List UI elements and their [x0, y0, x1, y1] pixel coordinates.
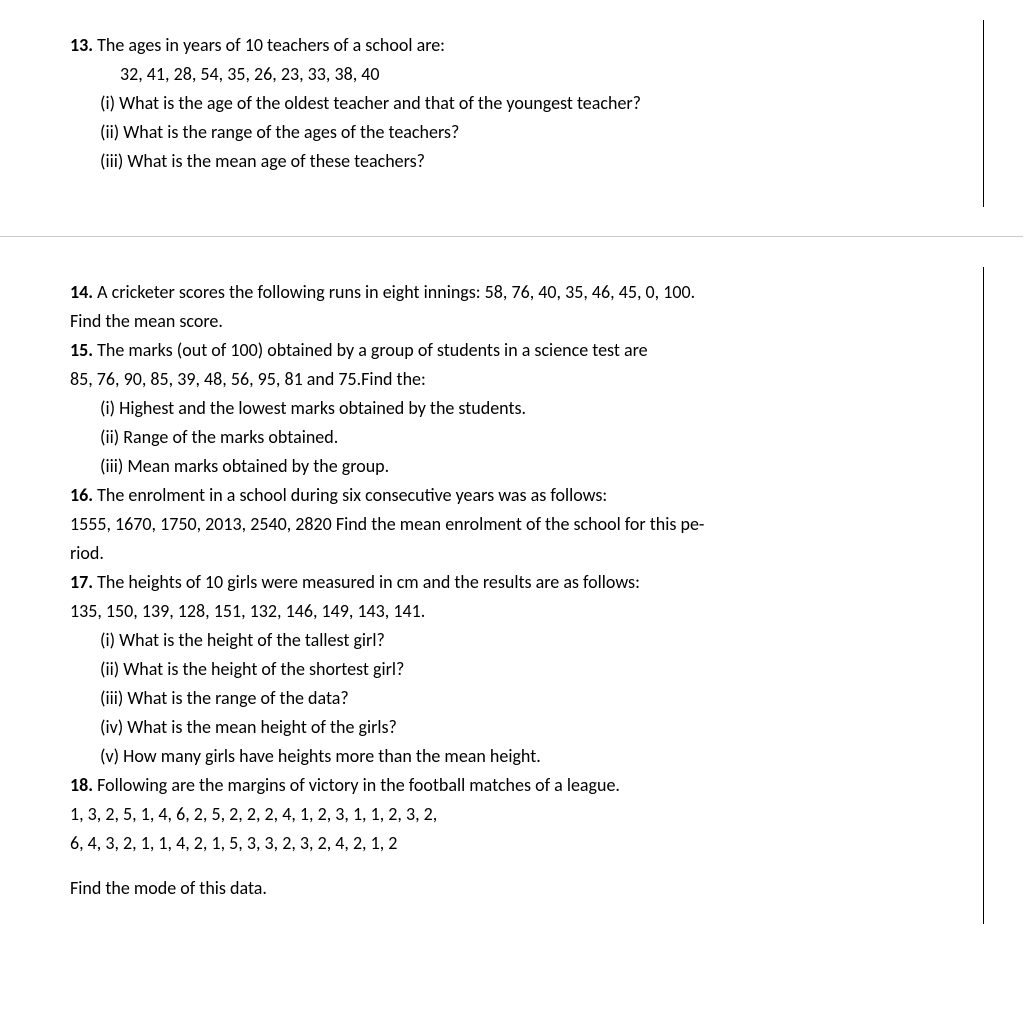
- q16-number: 16.: [70, 484, 93, 506]
- q16-line3: riod.: [70, 540, 953, 567]
- q15-sub-iii: (iii) Mean marks obtained by the group.: [70, 453, 953, 480]
- q17-sub-i: (i) What is the height of the tallest gi…: [70, 627, 953, 654]
- q18-text: Following are the margins of victory in …: [97, 774, 620, 796]
- q14-line2: Find the mean score.: [70, 308, 953, 335]
- q14-text: A cricketer scores the following runs in…: [97, 281, 695, 303]
- q13-sub-i: (i) What is the age of the oldest teache…: [70, 90, 953, 117]
- q13-sub-ii: (ii) What is the range of the ages of th…: [70, 119, 953, 146]
- q13-number: 13.: [70, 34, 93, 56]
- q13-sub-iii: (iii) What is the mean age of these teac…: [70, 148, 953, 175]
- q13-intro: 13. The ages in years of 10 teachers of …: [70, 32, 953, 59]
- q15-text: The marks (out of 100) obtained by a gro…: [97, 339, 647, 361]
- q17-line2: 135, 150, 139, 128, 151, 132, 146, 149, …: [70, 598, 953, 625]
- q14-line1: 14. A cricketer scores the following run…: [70, 279, 953, 306]
- q13-data: 32, 41, 28, 54, 35, 26, 23, 33, 38, 40: [70, 61, 953, 88]
- q15-sub-i: (i) Highest and the lowest marks obtaine…: [70, 395, 953, 422]
- q13-intro-text: The ages in years of 10 teachers of a sc…: [97, 34, 445, 56]
- q15-sub-ii: (ii) Range of the marks obtained.: [70, 424, 953, 451]
- q16-line2: 1555, 1670, 1750, 2013, 2540, 2820 Find …: [70, 511, 953, 538]
- q17-number: 17.: [70, 571, 93, 593]
- q16-line1: 16. The enrolment in a school during six…: [70, 482, 953, 509]
- q16-text: The enrolment in a school during six con…: [97, 484, 607, 506]
- q15-line2: 85, 76, 90, 85, 39, 48, 56, 95, 81 and 7…: [70, 366, 953, 393]
- q15-line1: 15. The marks (out of 100) obtained by a…: [70, 337, 953, 364]
- q18-number: 18.: [70, 774, 93, 796]
- q18-line4: Find the mode of this data.: [70, 875, 953, 902]
- q15-number: 15.: [70, 339, 93, 361]
- question-block-2: 14. A cricketer scores the following run…: [40, 267, 984, 924]
- q17-line1: 17. The heights of 10 girls were measure…: [70, 569, 953, 596]
- q17-sub-iii: (iii) What is the range of the data?: [70, 685, 953, 712]
- q14-number: 14.: [70, 281, 93, 303]
- q18-line1: 18. Following are the margins of victory…: [70, 772, 953, 799]
- q17-text: The heights of 10 girls were measured in…: [97, 571, 640, 593]
- q18-line3: 6, 4, 3, 2, 1, 1, 4, 2, 1, 5, 3, 3, 2, 3…: [70, 830, 953, 857]
- question-13-box: 13. The ages in years of 10 teachers of …: [40, 20, 984, 207]
- q17-sub-iv: (iv) What is the mean height of the girl…: [70, 714, 953, 741]
- q17-sub-v: (v) How many girls have heights more tha…: [70, 743, 953, 770]
- q18-line2: 1, 3, 2, 5, 1, 4, 6, 2, 5, 2, 2, 2, 4, 1…: [70, 801, 953, 828]
- q17-sub-ii: (ii) What is the height of the shortest …: [70, 656, 953, 683]
